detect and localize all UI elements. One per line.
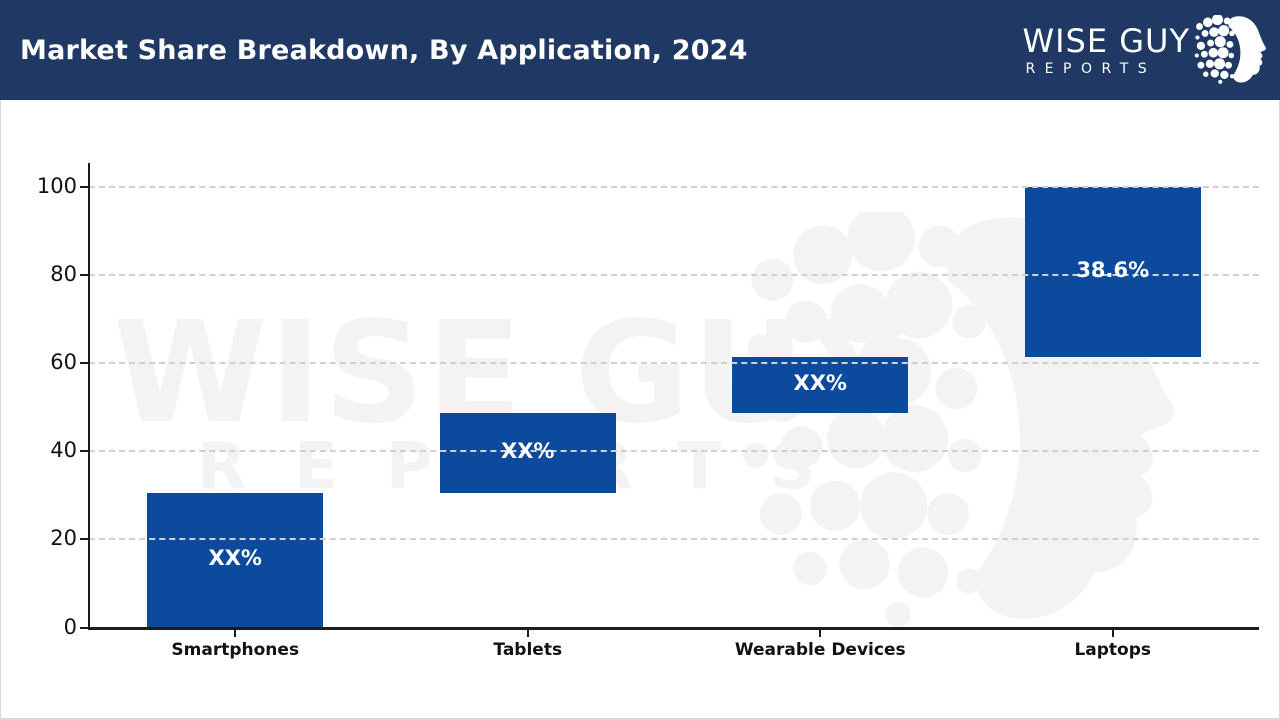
y-tick: [80, 274, 89, 277]
logo-text: WISE GUY REPORTS: [1022, 24, 1190, 77]
bar-value-label: XX%: [208, 546, 262, 571]
y-tick: [80, 362, 89, 365]
bar-segment-wearable-devices: [732, 357, 909, 414]
y-tick: [80, 626, 89, 629]
y-axis-line: [88, 163, 90, 630]
chart-card: WISE GUY REPORTS XX%SmartphonesXX%Tablet…: [0, 100, 1280, 720]
logo-wordmark: WISE GUY: [1022, 21, 1190, 60]
gridline: [89, 538, 1259, 541]
bar-segment-smartphones: [147, 492, 324, 628]
gridline: [89, 450, 1259, 453]
x-category-label: Wearable Devices: [734, 639, 906, 660]
page-title: Market Share Breakdown, By Application, …: [20, 34, 748, 66]
y-tick: [80, 186, 89, 188]
plot-area: XX% Smartphones XX% Tablets XX% Wearable Devi…: [1, 100, 1280, 720]
x-axis-line: [88, 626, 1259, 630]
y-tick-label: 60: [50, 350, 77, 375]
y-tick-label: 80: [50, 262, 77, 287]
x-category-label: Laptops: [1074, 639, 1152, 660]
x-tick: [234, 629, 237, 637]
logo-subtitle: REPORTS: [1025, 60, 1157, 77]
bar-value-label: XX%: [501, 439, 555, 464]
x-tick: [526, 629, 529, 637]
header-bar: Market Share Breakdown, By Application, …: [0, 0, 1280, 100]
y-tick-label: 40: [50, 438, 77, 463]
x-tick: [1111, 629, 1114, 637]
x-tick: [819, 629, 822, 637]
y-tick-label: 100: [36, 174, 77, 198]
gridline: [89, 186, 1259, 188]
wise-guy-reports-logo: WISE GUY REPORTS: [1022, 0, 1270, 100]
y-tick: [80, 450, 89, 453]
bar-value-label: 38.6%: [1076, 258, 1150, 283]
bar-segment-laptops: [1024, 187, 1201, 358]
gridline: [89, 362, 1259, 365]
y-tick-label: 20: [50, 526, 77, 551]
x-category-label: Smartphones: [171, 639, 300, 660]
x-category-label: Tablets: [493, 639, 563, 660]
gridline: [89, 274, 1259, 277]
y-tick-label: 0: [63, 614, 77, 639]
dotted-head-profile-icon: [1194, 15, 1266, 84]
bar-segment-tablets: [439, 413, 616, 493]
y-tick: [80, 538, 89, 541]
bar-value-label: XX%: [793, 371, 847, 396]
